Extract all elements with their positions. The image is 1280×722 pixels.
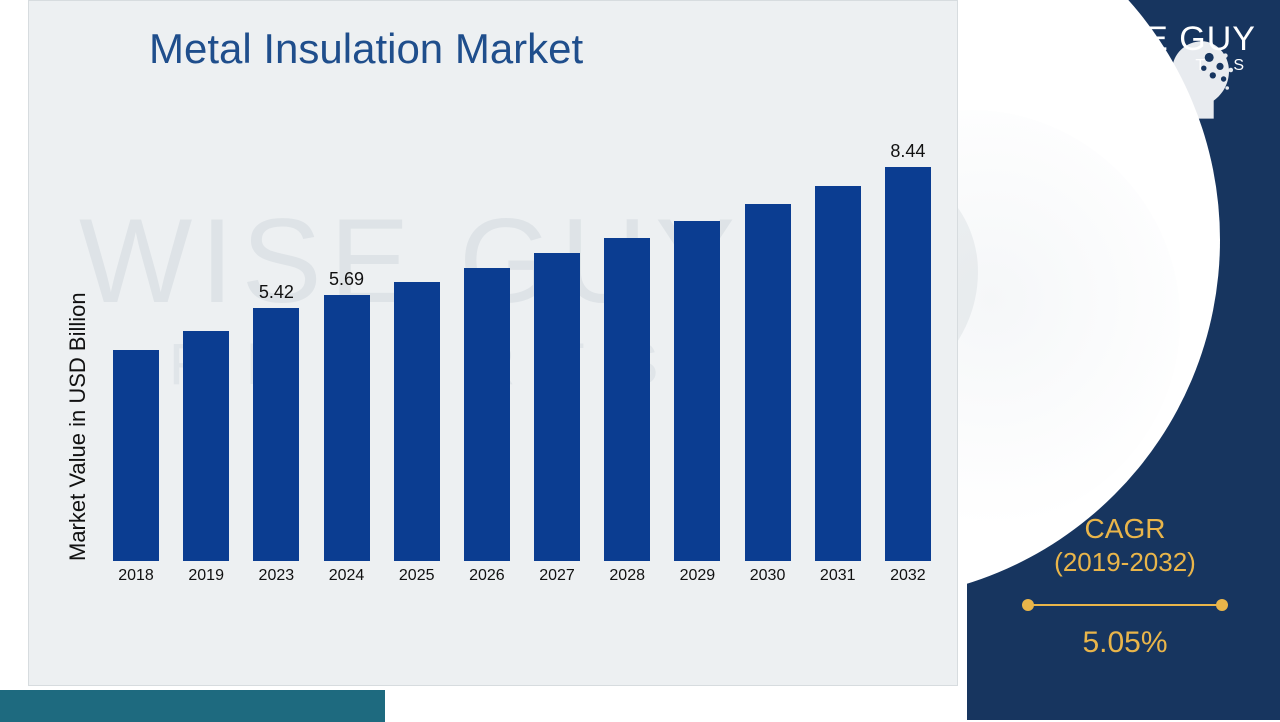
x-axis-labels: 2018 2019 2023 2024 2025 2026 2027 2028 2029 2030…: [107, 567, 937, 585]
x-tick-label: 2025: [388, 567, 446, 585]
x-tick-label: 2027: [528, 567, 586, 585]
bar-value-label: 8.44: [890, 141, 925, 163]
x-tick-label: 2018: [107, 567, 165, 585]
bar-rect: [324, 295, 370, 561]
footer-accent-bar: [0, 690, 385, 722]
x-tick-label: 2030: [739, 567, 797, 585]
bar-value-label: 5.42: [259, 282, 294, 304]
cagr-label: CAGR: [1000, 513, 1250, 545]
bar-2024: 5.69: [318, 269, 376, 561]
bar-rect: [394, 282, 440, 561]
x-tick-label: 2026: [458, 567, 516, 585]
x-tick-label: 2031: [809, 567, 867, 585]
bar-rect: [113, 350, 159, 561]
bar-value-label: 5.69: [329, 269, 364, 291]
bar-2027: [528, 227, 586, 561]
bar-2031: [809, 160, 867, 561]
bar-2030: [739, 178, 797, 561]
brand-logo: WISE GUY R E P O R T S: [997, 20, 1256, 75]
y-axis-label: Market Value in USD Billion: [65, 292, 91, 561]
bar-rect: [253, 308, 299, 561]
cagr-panel: CAGR (2019-2032) 5.05%: [1000, 513, 1250, 660]
bar-2018: [107, 324, 165, 561]
x-tick-label: 2019: [177, 567, 235, 585]
x-tick-label: 2024: [318, 567, 376, 585]
x-tick-label: 2028: [598, 567, 656, 585]
chart-title: Metal Insulation Market: [149, 25, 583, 73]
bar-rect: [464, 268, 510, 561]
bar-2028: [598, 212, 656, 561]
bar-rect: [604, 238, 650, 561]
bar-2019: [177, 305, 235, 561]
bar-rect: [745, 204, 791, 561]
cagr-value: 5.05%: [1000, 626, 1250, 660]
x-tick-label: 2032: [879, 567, 937, 585]
bar-rect: [183, 331, 229, 561]
bar-rect: [815, 186, 861, 561]
bar-2029: [668, 195, 726, 561]
logo-head-icon: [1148, 34, 1238, 124]
bar-rect: [534, 253, 580, 561]
cagr-range: (2019-2032): [1000, 547, 1250, 578]
x-tick-label: 2023: [247, 567, 305, 585]
bar-2032: 8.44: [879, 141, 937, 561]
x-tick-label: 2029: [668, 567, 726, 585]
bar-container: 5.42 5.69 8.44: [107, 141, 937, 561]
cagr-divider: [1028, 604, 1222, 606]
chart-canvas: Metal Insulation Market Market Value in …: [28, 0, 958, 686]
bar-2023: 5.42: [247, 282, 305, 561]
bar-rect: [885, 167, 931, 561]
bar-2025: [388, 256, 446, 561]
bar-rect: [674, 221, 720, 561]
bar-2026: [458, 242, 516, 561]
chart-plot-area: 5.42 5.69 8.44: [107, 141, 937, 561]
